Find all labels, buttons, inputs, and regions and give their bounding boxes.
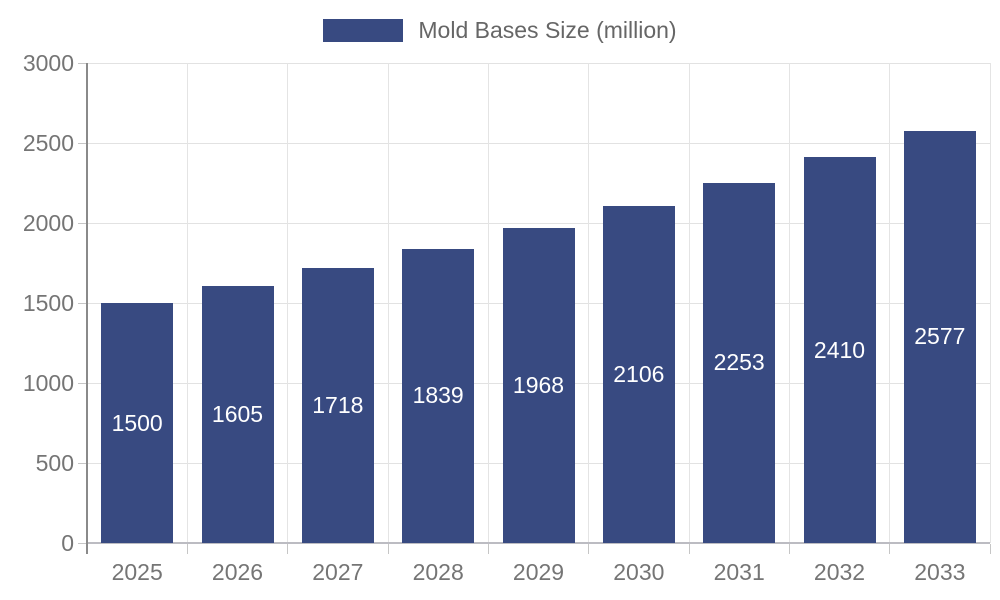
bar[interactable]: 1718: [301, 268, 374, 543]
x-axis-line: [87, 542, 990, 544]
bar-value-label: 1605: [211, 401, 264, 428]
legend-swatch: [323, 19, 404, 42]
v-gridline: [688, 63, 690, 543]
y-axis-line: [86, 63, 88, 554]
bar[interactable]: 2253: [703, 182, 776, 543]
x-axis-tick-label: 2033: [914, 559, 966, 585]
v-gridline: [588, 63, 590, 543]
v-gridline: [989, 63, 991, 543]
x-axis-tick: [588, 544, 590, 554]
h-gridline: [87, 142, 990, 144]
y-axis-tick-label: 500: [35, 450, 74, 476]
legend-label: Mold Bases Size (million): [418, 17, 677, 43]
x-axis-tick: [688, 544, 690, 554]
x-axis-tick-label: 2030: [613, 559, 665, 585]
bar-value-label: 2106: [613, 361, 665, 387]
x-axis-tick-label: 2026: [211, 559, 264, 585]
bar-value-label: 1968: [512, 372, 565, 399]
x-axis-tick-label: 2029: [512, 559, 565, 585]
bar-value-label: 2253: [713, 349, 765, 376]
y-axis-tick-label: 1500: [22, 290, 74, 316]
x-axis-tick-label: 2031: [713, 559, 765, 585]
bar[interactable]: 2577: [903, 130, 976, 543]
y-axis-tick: [78, 382, 86, 384]
bar[interactable]: 1839: [402, 248, 475, 543]
x-axis-tick: [387, 544, 389, 554]
x-axis-tick: [889, 544, 891, 554]
y-axis-tick-label: 0: [61, 530, 74, 556]
v-gridline: [889, 63, 891, 543]
y-axis-tick: [78, 302, 86, 304]
y-axis-tick-label: 3000: [22, 50, 74, 76]
bar[interactable]: 1968: [502, 228, 575, 543]
v-gridline: [487, 63, 489, 543]
h-gridline: [87, 62, 990, 64]
bar[interactable]: 1500: [101, 303, 174, 543]
legend-item[interactable]: Mold Bases Size (million): [0, 17, 1000, 44]
x-axis-tick: [989, 544, 991, 554]
bar-value-label: 2410: [813, 336, 866, 363]
bar-value-label: 1500: [111, 409, 163, 436]
y-axis-tick-label: 2000: [22, 210, 74, 236]
bar[interactable]: 1605: [201, 286, 274, 543]
y-axis-tick-label: 1000: [22, 370, 74, 396]
x-axis-tick: [788, 544, 790, 554]
x-axis-tick: [287, 544, 289, 554]
y-axis-tick: [78, 222, 86, 224]
bar[interactable]: 2106: [602, 206, 675, 543]
x-axis-tick-label: 2032: [813, 559, 866, 585]
v-gridline: [186, 63, 188, 543]
x-axis-tick-label: 2028: [412, 559, 464, 585]
x-axis-tick-label: 2025: [111, 559, 163, 585]
bar-value-label: 1718: [312, 392, 364, 419]
y-axis-tick: [78, 142, 86, 144]
bar[interactable]: 2410: [803, 157, 876, 543]
h-gridline: [87, 222, 990, 224]
y-axis-tick: [78, 462, 86, 464]
x-axis-tick: [186, 544, 188, 554]
x-axis-tick: [487, 544, 489, 554]
x-axis-tick-label: 2027: [312, 559, 364, 585]
y-axis-tick: [78, 542, 86, 544]
v-gridline: [287, 63, 289, 543]
bar-value-label: 2577: [914, 323, 966, 350]
y-axis-tick-label: 2500: [22, 130, 74, 156]
v-gridline: [788, 63, 790, 543]
y-axis-tick: [78, 62, 86, 64]
v-gridline: [387, 63, 389, 543]
bar-value-label: 1839: [412, 382, 464, 409]
